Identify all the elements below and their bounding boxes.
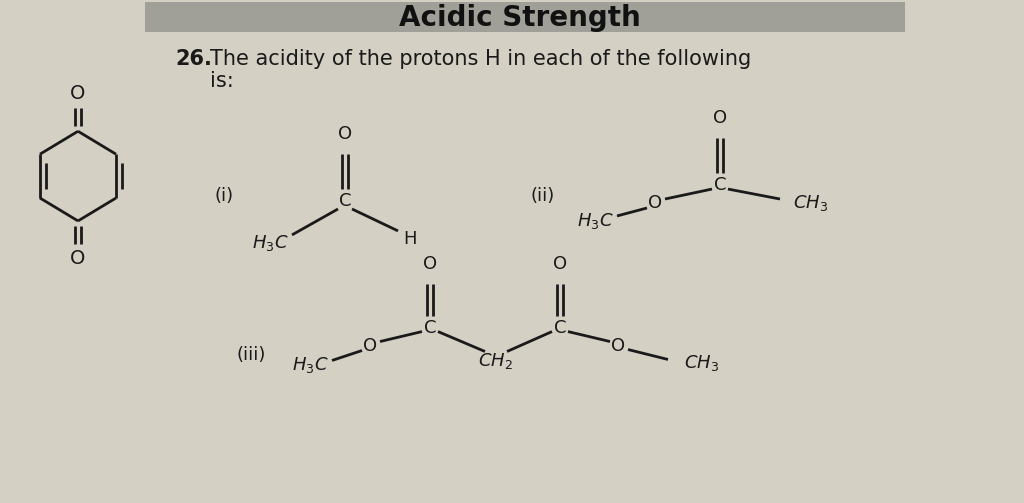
Text: O: O [71,249,86,268]
FancyBboxPatch shape [145,2,905,32]
Text: O: O [362,337,377,355]
Text: O: O [71,84,86,103]
Text: 26.: 26. [175,49,212,69]
Text: O: O [338,125,352,143]
Text: The acidity of the protons H in each of the following: The acidity of the protons H in each of … [210,49,752,69]
Text: is:: is: [210,71,233,92]
Text: C: C [424,318,436,337]
Text: $CH_3$: $CH_3$ [684,354,719,373]
Text: H: H [403,230,417,248]
Text: Acidic Strength: Acidic Strength [399,4,641,32]
Text: $CH_2$: $CH_2$ [477,352,512,372]
Text: C: C [339,192,351,210]
Text: $CH_3$: $CH_3$ [793,193,828,213]
Text: O: O [611,337,625,355]
Text: (iii): (iii) [237,347,266,365]
Text: $H_3C$: $H_3C$ [252,233,289,253]
Text: O: O [648,194,663,212]
Text: (ii): (ii) [530,187,554,205]
Text: O: O [423,255,437,273]
Text: O: O [553,255,567,273]
Text: $H_3C$: $H_3C$ [577,211,613,231]
Text: $H_3C$: $H_3C$ [292,356,329,375]
Text: C: C [554,318,566,337]
Text: (i): (i) [215,187,234,205]
Text: C: C [714,176,726,194]
Text: O: O [713,109,727,127]
